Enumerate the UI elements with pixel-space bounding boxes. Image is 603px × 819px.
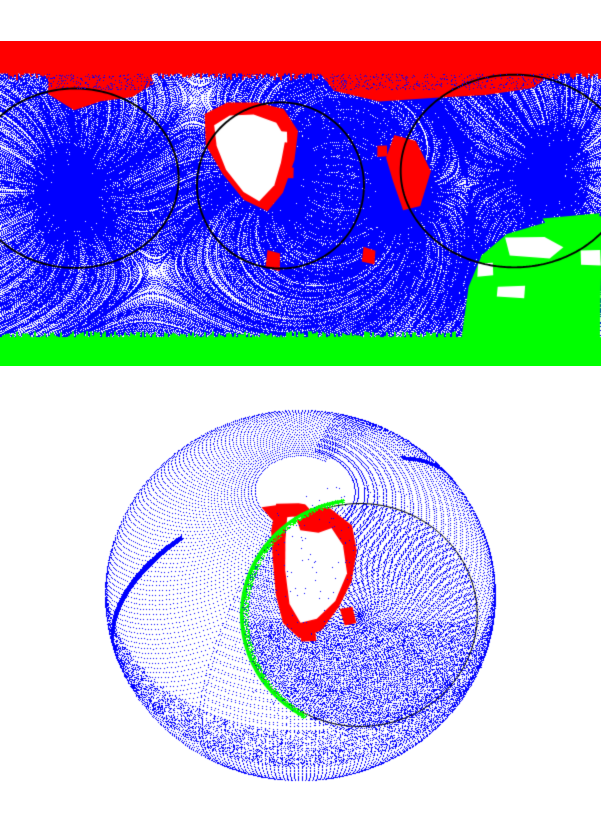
equirectangular-map-canvas <box>0 41 601 366</box>
oblique-sphere-panel <box>0 380 603 819</box>
oblique-sphere-canvas <box>0 380 603 819</box>
equirectangular-map-panel <box>0 41 601 366</box>
